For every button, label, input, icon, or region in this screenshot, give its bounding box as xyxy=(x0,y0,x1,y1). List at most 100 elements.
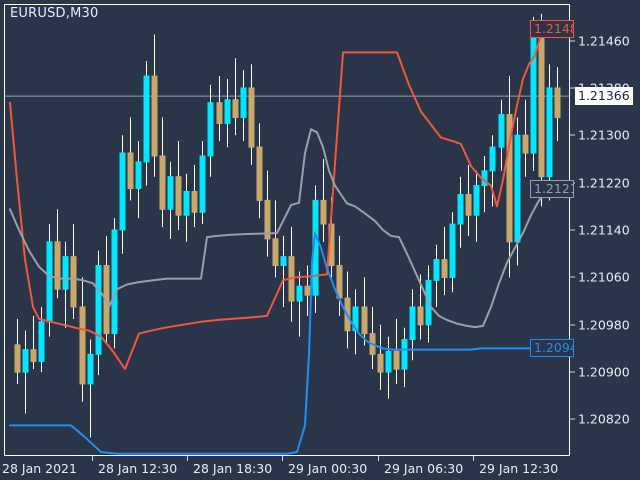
candle-body xyxy=(248,87,255,148)
candle-body xyxy=(320,199,327,225)
candle-body xyxy=(256,146,263,201)
time-tick-mark xyxy=(282,456,283,461)
candle-body xyxy=(199,155,206,213)
candle-body xyxy=(232,99,239,118)
candle-body xyxy=(159,155,166,210)
candle-body xyxy=(30,349,37,362)
time-tick-label: 28 Jan 12:30 xyxy=(98,461,178,476)
indicator-tag-lower: 1.2094 xyxy=(530,339,574,358)
candle-body xyxy=(70,256,77,308)
candle-body xyxy=(538,34,545,178)
candle-body xyxy=(240,87,247,118)
price-tick-label: 1.21220 xyxy=(578,175,630,191)
candle-body xyxy=(272,238,279,267)
indicator-line-upper-band xyxy=(9,27,566,371)
candle-body xyxy=(377,353,384,373)
candle-body xyxy=(385,350,392,373)
candle-body xyxy=(103,265,110,335)
candle-body xyxy=(54,241,61,290)
time-scale-axis[interactable]: 28 Jan 2021 28 Jan 12:30 28 Jan 18:30 29 Ja… xyxy=(0,456,640,480)
price-tick-mark xyxy=(570,134,575,136)
candlestick-series xyxy=(14,13,561,438)
time-tick-label: 28 Jan 2021 xyxy=(2,461,77,476)
candle-body xyxy=(119,152,126,231)
candle-body xyxy=(79,306,86,385)
candle-body xyxy=(183,191,190,216)
candle-body xyxy=(224,99,231,124)
candle-body xyxy=(401,339,408,370)
candle-body xyxy=(95,265,102,355)
price-tick-label: 1.21140 xyxy=(578,222,630,238)
candle-body xyxy=(87,353,94,385)
price-tick-mark xyxy=(570,371,575,373)
indicator-line-lower-band xyxy=(9,232,566,455)
price-tick-label: 1.20980 xyxy=(578,317,630,333)
time-tick-mark xyxy=(92,456,93,461)
candle-body xyxy=(46,241,53,323)
candle-body xyxy=(151,75,158,157)
candle-body xyxy=(264,199,271,240)
current-price-label: 1.21366 xyxy=(575,87,633,106)
candle-body xyxy=(546,87,553,178)
candle-body xyxy=(304,285,311,296)
indicator-line-middle-band xyxy=(9,128,566,329)
candle-body xyxy=(167,176,174,210)
candle-body xyxy=(554,87,561,118)
time-tick-label: 29 Jan 00:30 xyxy=(288,461,368,476)
price-tick-mark xyxy=(570,229,575,231)
chart-plot-area[interactable] xyxy=(4,4,570,456)
candle-body xyxy=(111,229,118,335)
candle-body xyxy=(449,223,456,278)
candle-body xyxy=(127,152,134,190)
price-tick-label: 1.20900 xyxy=(578,364,630,380)
time-tick-mark xyxy=(473,456,474,461)
candle-body xyxy=(207,102,214,157)
indicator-tag-middle: 1.2121 xyxy=(530,179,574,198)
candle-body xyxy=(457,193,464,225)
candle-body xyxy=(441,259,448,278)
candle-body xyxy=(393,350,400,370)
candle-body xyxy=(216,102,223,124)
time-tick-label: 28 Jan 18:30 xyxy=(193,461,273,476)
price-tick-mark xyxy=(570,87,575,89)
chart-symbol-title: EURUSD,M30 xyxy=(10,6,99,21)
candle-body xyxy=(135,161,142,190)
candle-body xyxy=(38,321,45,362)
candle-body xyxy=(498,114,505,148)
price-tick-mark xyxy=(570,418,575,420)
candle-body xyxy=(62,256,69,290)
time-tick-mark xyxy=(378,456,379,461)
candle-body xyxy=(352,306,359,332)
candle-body xyxy=(143,75,150,163)
candle-body xyxy=(489,146,496,172)
candle-body xyxy=(417,306,424,326)
candle-body xyxy=(409,306,416,341)
candle-body xyxy=(14,344,21,373)
price-tick-mark xyxy=(570,40,575,42)
candle-body xyxy=(522,134,529,154)
candle-body xyxy=(361,306,368,335)
candle-body xyxy=(433,259,440,281)
price-tick-label: 1.21300 xyxy=(578,127,630,143)
candle-body xyxy=(473,185,480,216)
time-tick-mark xyxy=(187,456,188,461)
candle-body xyxy=(175,176,182,216)
candle-body xyxy=(280,256,287,267)
time-tick-label: 29 Jan 06:30 xyxy=(384,461,464,476)
price-tick-mark xyxy=(570,276,575,278)
time-tick-label: 29 Jan 12:30 xyxy=(479,461,559,476)
price-tick-label: 1.21060 xyxy=(578,269,630,285)
indicator-tag-upper: 1.2148 xyxy=(530,19,574,38)
candle-body xyxy=(191,191,198,213)
candle-body xyxy=(22,349,29,373)
candle-body xyxy=(465,193,472,216)
price-tick-label: 1.20820 xyxy=(578,411,630,427)
price-scale-axis[interactable]: 1.214601.213801.213001.212201.211401.210… xyxy=(570,0,640,456)
price-tick-mark xyxy=(570,324,575,326)
chart-canvas xyxy=(5,13,569,455)
candle-body xyxy=(296,285,303,302)
price-tick-label: 1.21460 xyxy=(578,33,630,49)
candle-body xyxy=(514,134,521,243)
candle-body xyxy=(506,114,513,243)
